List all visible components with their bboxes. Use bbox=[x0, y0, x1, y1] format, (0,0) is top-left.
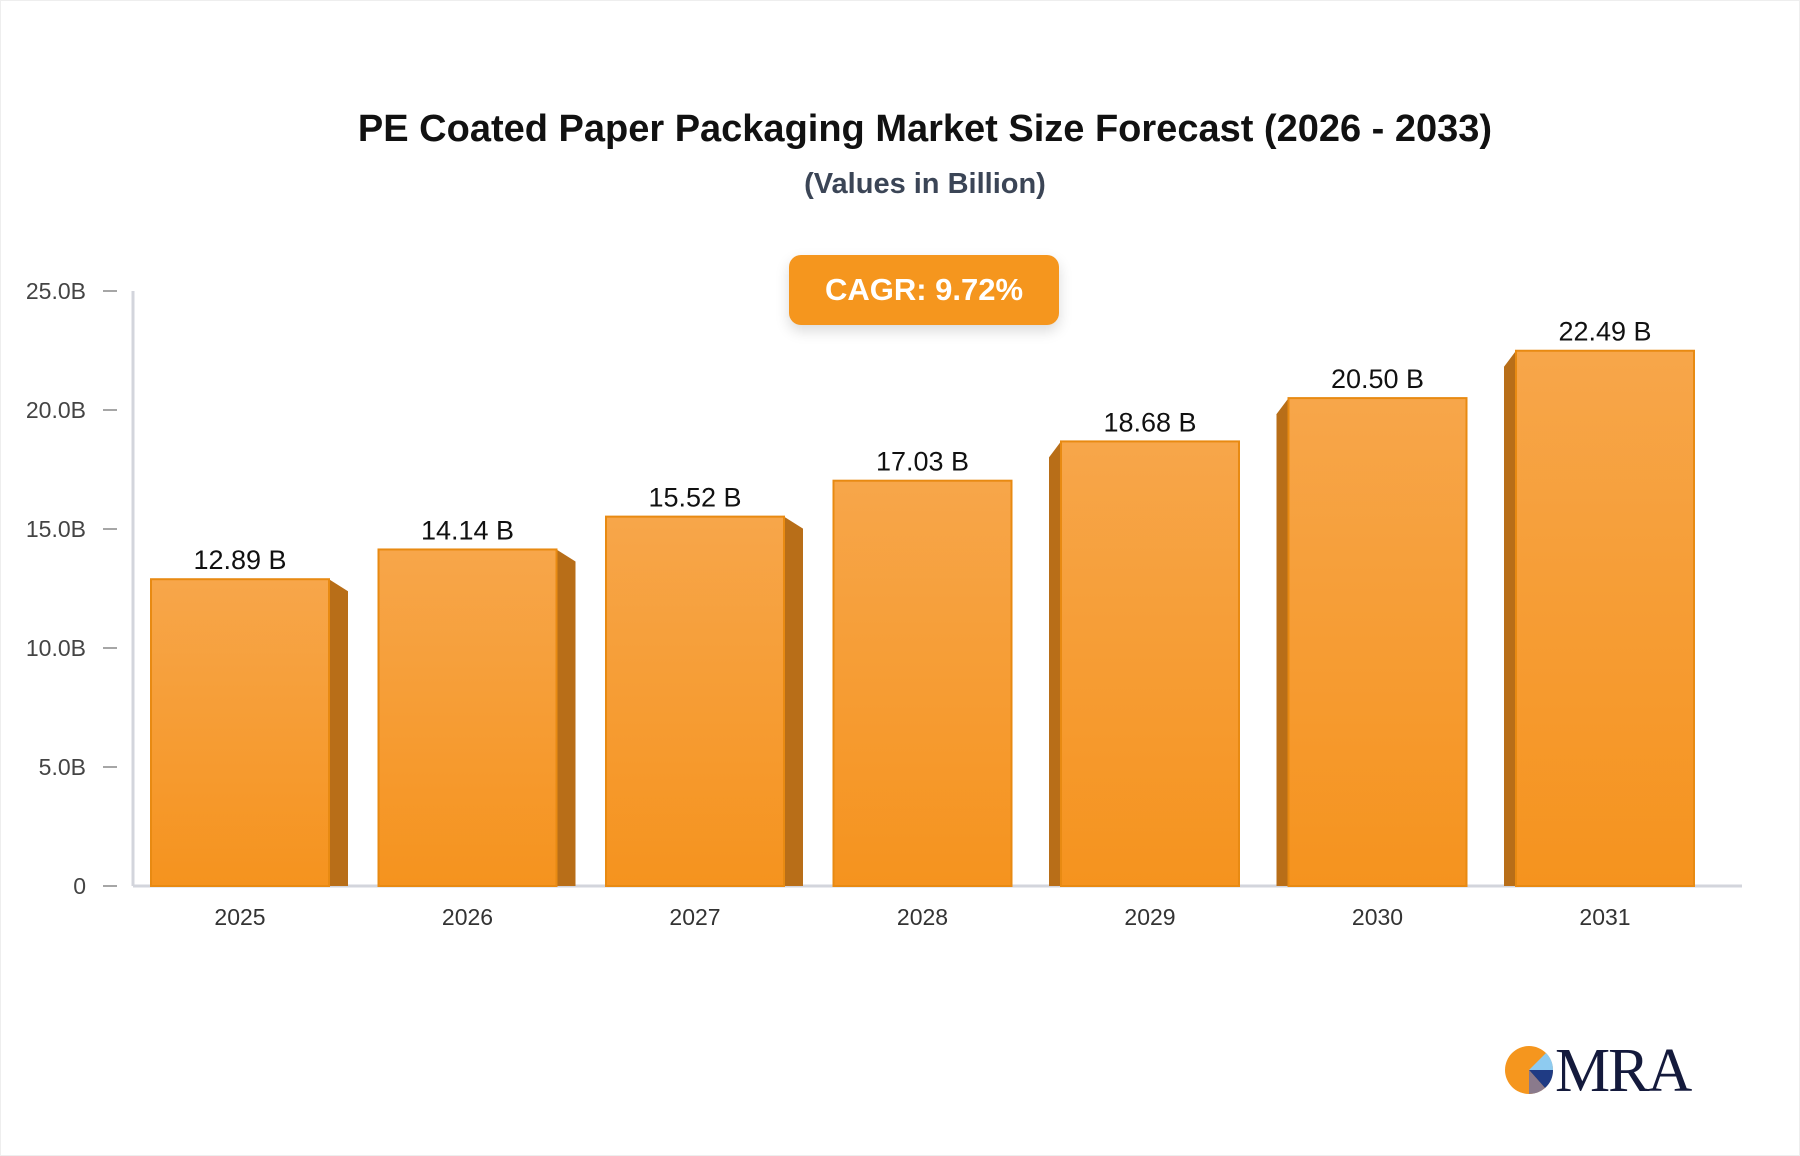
x-tick-label: 2027 bbox=[669, 904, 720, 930]
bar-2027 bbox=[605, 515, 785, 888]
y-tick-label: 5.0B bbox=[39, 754, 86, 780]
bar-2031 bbox=[1515, 349, 1695, 888]
mra-logo: MRA bbox=[1505, 1037, 1695, 1105]
data-label: 18.68 B bbox=[1103, 407, 1196, 437]
bar-side-face bbox=[784, 516, 803, 886]
x-tick-label: 2031 bbox=[1579, 904, 1630, 930]
y-tick-label: 20.0B bbox=[26, 397, 86, 423]
bar-side-face bbox=[556, 549, 576, 886]
x-tick-label: 2026 bbox=[442, 904, 493, 930]
y-tick-label: 0 bbox=[73, 873, 86, 899]
pie-logo-icon bbox=[1505, 1046, 1554, 1095]
cagr-badge: CAGR: 9.72% bbox=[789, 255, 1059, 325]
bar-side-face bbox=[329, 579, 348, 886]
x-tick-label: 2025 bbox=[214, 904, 265, 930]
chart-subtitle: (Values in Billion) bbox=[804, 168, 1046, 200]
bar-2025 bbox=[150, 578, 330, 888]
bar-side-face bbox=[1504, 350, 1516, 886]
bar-side-face bbox=[1276, 398, 1289, 886]
bar-2028 bbox=[832, 479, 1013, 887]
y-tick-label: 10.0B bbox=[26, 635, 86, 661]
logo-text: MRA bbox=[1555, 1037, 1692, 1105]
data-label: 14.14 B bbox=[421, 515, 514, 545]
bar-2026 bbox=[377, 548, 558, 888]
y-tick-label: 25.0B bbox=[26, 278, 86, 304]
x-tick-label: 2028 bbox=[897, 904, 948, 930]
bar-side-face bbox=[1049, 441, 1061, 886]
data-label: 17.03 B bbox=[876, 447, 969, 477]
data-label: 12.89 B bbox=[193, 545, 286, 575]
x-tick-label: 2029 bbox=[1124, 904, 1175, 930]
x-tick-label: 2030 bbox=[1352, 904, 1403, 930]
bar-2030 bbox=[1287, 397, 1468, 887]
y-tick-label: 15.0B bbox=[26, 516, 86, 542]
data-label: 15.52 B bbox=[648, 483, 741, 513]
chart-title: PE Coated Paper Packaging Market Size Fo… bbox=[357, 108, 1493, 150]
data-label: 20.50 B bbox=[1331, 364, 1424, 394]
bar-2029 bbox=[1060, 440, 1240, 887]
data-label: 22.49 B bbox=[1558, 317, 1651, 347]
